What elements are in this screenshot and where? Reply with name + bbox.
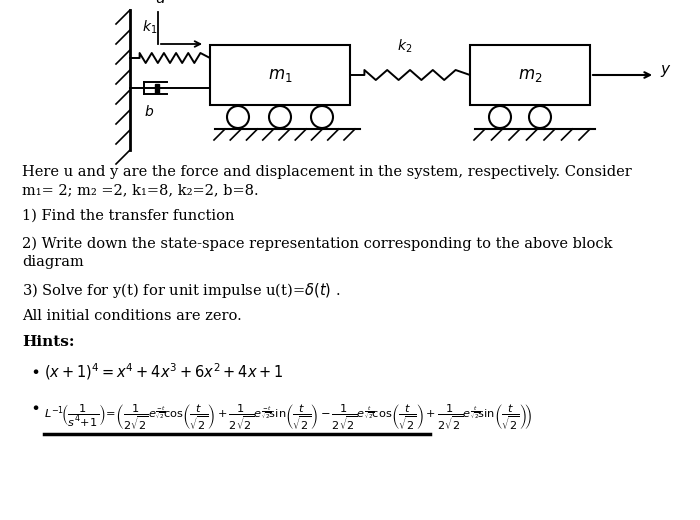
- Text: 2) Write down the state-space representation corresponding to the above block: 2) Write down the state-space representa…: [22, 237, 612, 251]
- Text: $y$: $y$: [660, 63, 671, 79]
- Text: $(x+1)^4 = x^4 + 4x^3 + 6x^2 + 4x+1$: $(x+1)^4 = x^4 + 4x^3 + 6x^2 + 4x+1$: [44, 361, 284, 382]
- Text: Here u and y are the force and displacement in the system, respectively. Conside: Here u and y are the force and displacem…: [22, 165, 631, 179]
- Text: $\bullet$: $\bullet$: [30, 363, 39, 378]
- Text: $m_1$: $m_1$: [267, 66, 293, 84]
- Text: $k_2$: $k_2$: [398, 37, 412, 55]
- Bar: [155, 84, 159, 93]
- Text: 3) Solve for y(t) for unit impulse u(t)=$\delta(t)$ .: 3) Solve for y(t) for unit impulse u(t)=…: [22, 281, 340, 300]
- Text: All initial conditions are zero.: All initial conditions are zero.: [22, 309, 241, 323]
- Text: $k_1$: $k_1$: [142, 19, 158, 36]
- Text: $u$: $u$: [155, 0, 165, 6]
- Text: $b$: $b$: [144, 104, 154, 119]
- Bar: [470, 45, 590, 105]
- Text: $m_2$: $m_2$: [518, 66, 542, 84]
- Text: $L^{-1}\!\left(\dfrac{1}{s^4\!+\!1}\right)\!=\!\left(\dfrac{1}{2\sqrt{2}}e^{\fra: $L^{-1}\!\left(\dfrac{1}{s^4\!+\!1}\righ…: [44, 403, 533, 432]
- Text: diagram: diagram: [22, 255, 84, 269]
- Text: $\bullet$: $\bullet$: [30, 399, 39, 414]
- Text: m₁= 2; m₂ =2, k₁=8, k₂=2, b=8.: m₁= 2; m₂ =2, k₁=8, k₂=2, b=8.: [22, 183, 258, 197]
- Bar: [210, 45, 350, 105]
- Text: Hints:: Hints:: [22, 335, 74, 349]
- Text: 1) Find the transfer function: 1) Find the transfer function: [22, 209, 235, 223]
